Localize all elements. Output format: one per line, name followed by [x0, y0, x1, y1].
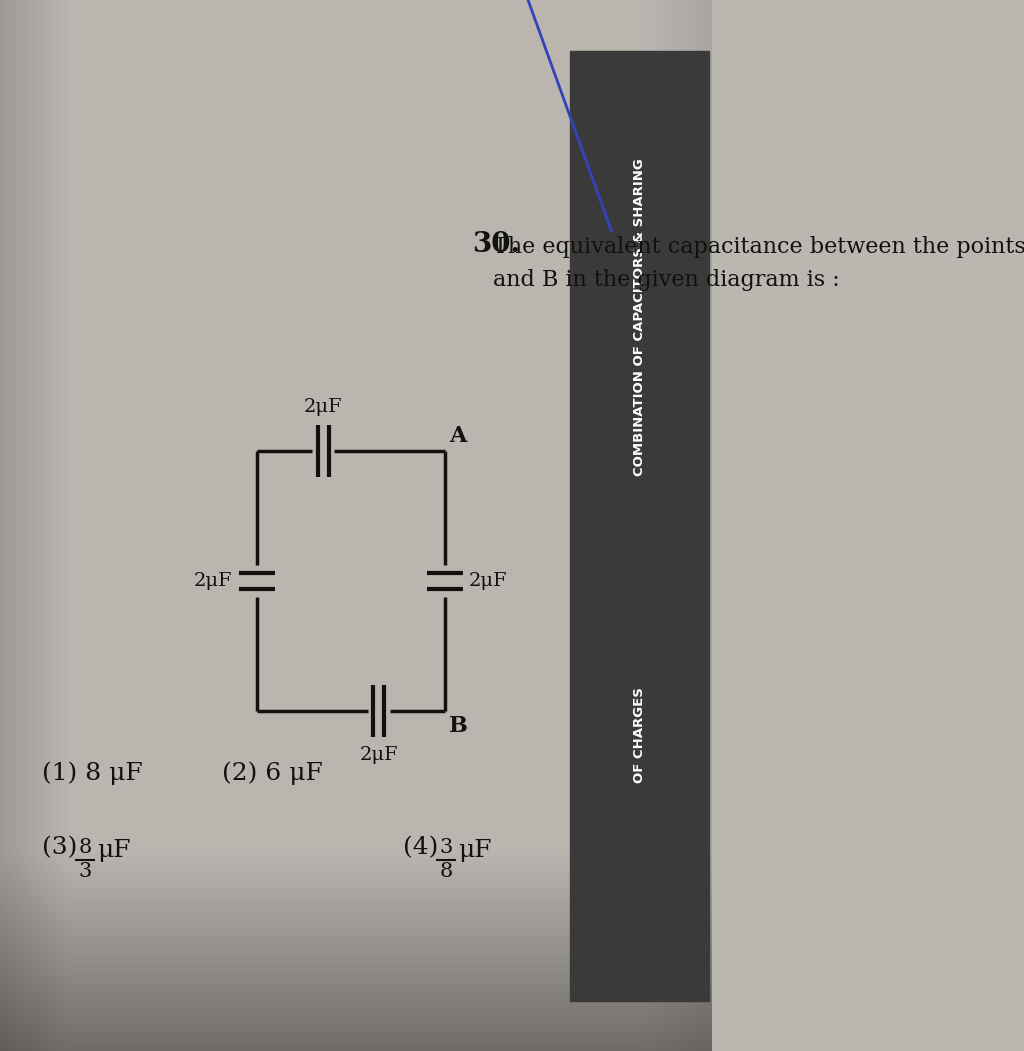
Text: A: A	[449, 425, 466, 447]
Bar	[569, 51, 709, 1001]
Text: 2μF: 2μF	[359, 746, 398, 764]
Text: 2μF: 2μF	[195, 572, 232, 590]
Text: OF CHARGES: OF CHARGES	[633, 687, 646, 783]
Text: 3: 3	[78, 862, 91, 881]
Text: 8: 8	[78, 838, 91, 857]
Text: 8: 8	[439, 862, 453, 881]
Text: 2μF: 2μF	[304, 398, 342, 416]
Text: 30.: 30.	[472, 231, 520, 257]
Text: COMBINATION OF CAPACITORS & SHARING: COMBINATION OF CAPACITORS & SHARING	[633, 158, 646, 476]
Text: μF: μF	[459, 839, 493, 862]
Text: B: B	[449, 715, 468, 737]
Text: (1) 8 μF: (1) 8 μF	[42, 761, 142, 784]
Text: (3): (3)	[42, 836, 77, 859]
Text: 3: 3	[439, 838, 453, 857]
Text: and B in the given diagram is :: and B in the given diagram is :	[494, 269, 840, 291]
Text: (4): (4)	[403, 836, 438, 859]
Text: μF: μF	[97, 839, 131, 862]
Text: 2μF: 2μF	[469, 572, 508, 590]
Text: The equivalent capacitance between the points A: The equivalent capacitance between the p…	[494, 236, 1024, 257]
Text: (2) 6 μF: (2) 6 μF	[222, 761, 324, 784]
